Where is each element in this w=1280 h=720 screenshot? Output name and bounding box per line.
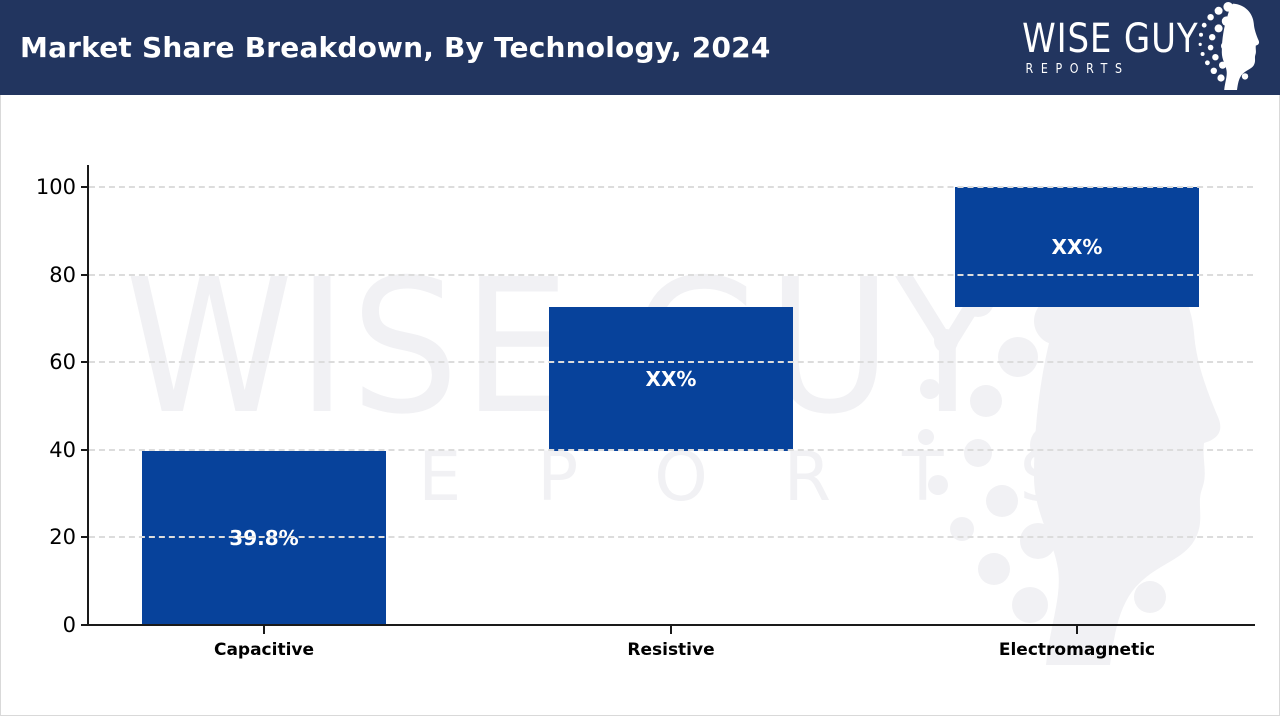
gridline-20 xyxy=(89,536,1253,539)
gridline-60 xyxy=(89,361,1253,364)
x-tick-mark-1 xyxy=(670,626,672,634)
x-tick-mark-0 xyxy=(263,626,265,634)
gridline-100 xyxy=(89,186,1253,188)
wiseguy-head-icon xyxy=(1184,1,1266,94)
y-tick-mark-100 xyxy=(81,186,88,188)
gridline-40 xyxy=(89,448,1253,451)
y-tick-label-0: 0 xyxy=(62,613,76,637)
x-tick-mark-2 xyxy=(1076,626,1078,634)
header-bar: Market Share Breakdown, By Technology, 2… xyxy=(0,0,1280,95)
y-tick-label-80: 80 xyxy=(49,262,76,287)
y-tick-mark-40 xyxy=(81,448,88,451)
y-tick-mark-20 xyxy=(81,536,88,539)
y-axis-line xyxy=(87,165,89,626)
x-category-label-0: Capacitive xyxy=(213,640,315,660)
y-tick-label-100: 100 xyxy=(35,175,76,199)
y-tick-label-20: 20 xyxy=(49,525,76,550)
x-axis-line xyxy=(87,624,1255,626)
bar-electromagnetic: XX% xyxy=(955,187,1199,307)
bar-resistive: XX% xyxy=(549,306,793,451)
wiseguy-logo: WISE GUY REPORTS xyxy=(991,1,1280,94)
y-tick-mark-80 xyxy=(81,273,88,276)
logo-name: WISE GUY xyxy=(1021,15,1198,62)
y-tick-mark-60 xyxy=(81,361,88,364)
x-category-label-1: Resistive xyxy=(627,640,715,660)
x-category-label-2: Electromagnetic xyxy=(998,640,1156,660)
bar-value-label: XX% xyxy=(645,366,697,391)
page-title: Market Share Breakdown, By Technology, 2… xyxy=(20,31,771,64)
y-tick-label-60: 60 xyxy=(49,350,76,375)
logo-subtitle: REPORTS xyxy=(1025,61,1130,77)
bar-value-label: XX% xyxy=(1051,234,1103,259)
y-tick-mark-0 xyxy=(81,624,88,626)
y-tick-label-40: 40 xyxy=(49,437,76,462)
gridline-80 xyxy=(89,273,1253,276)
